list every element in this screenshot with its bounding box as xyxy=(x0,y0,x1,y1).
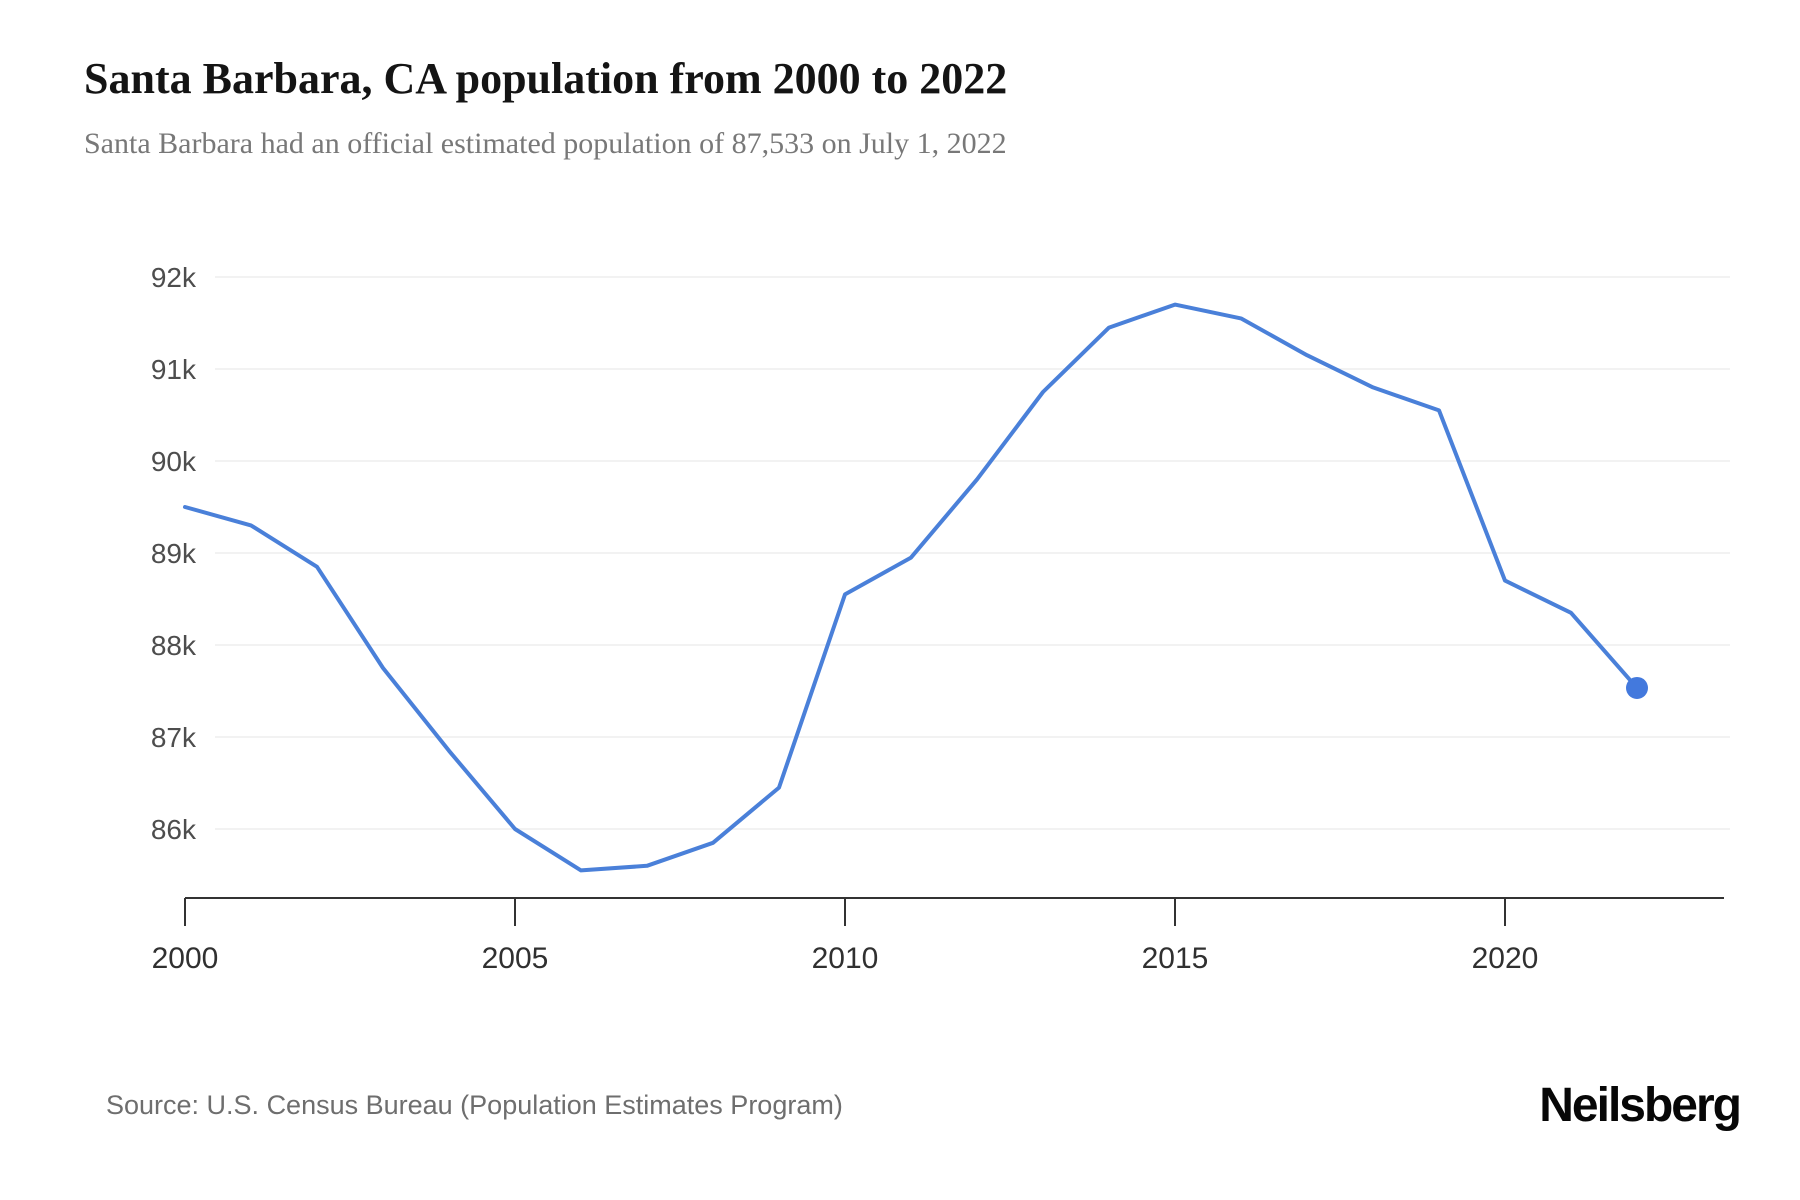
x-axis-label: 2000 xyxy=(152,942,219,975)
neilsberg-logo: Neilsberg xyxy=(1539,1079,1742,1132)
y-axis-label: 90k xyxy=(151,446,197,477)
page-title: Santa Barbara, CA population from 2000 t… xyxy=(84,54,1008,103)
source-note: Source: U.S. Census Bureau (Population E… xyxy=(106,1090,843,1120)
x-axis-label: 2015 xyxy=(1142,942,1209,975)
y-axis-label: 87k xyxy=(151,722,197,753)
page-subtitle: Santa Barbara had an official estimated … xyxy=(84,126,1007,160)
chart-header: Santa Barbara, CA population from 2000 t… xyxy=(84,54,1007,161)
x-axis-label: 2020 xyxy=(1472,942,1539,975)
y-axis-label: 88k xyxy=(151,630,197,661)
y-axis-label: 86k xyxy=(151,814,197,845)
y-axis-label: 92k xyxy=(151,262,197,293)
population-line xyxy=(183,302,1639,873)
y-axis-label: 89k xyxy=(151,538,197,569)
y-axis-label: 91k xyxy=(151,354,197,385)
x-axis-label: 2005 xyxy=(482,942,549,975)
end-point-marker xyxy=(1626,676,1648,699)
x-axis-label: 2010 xyxy=(812,942,879,975)
